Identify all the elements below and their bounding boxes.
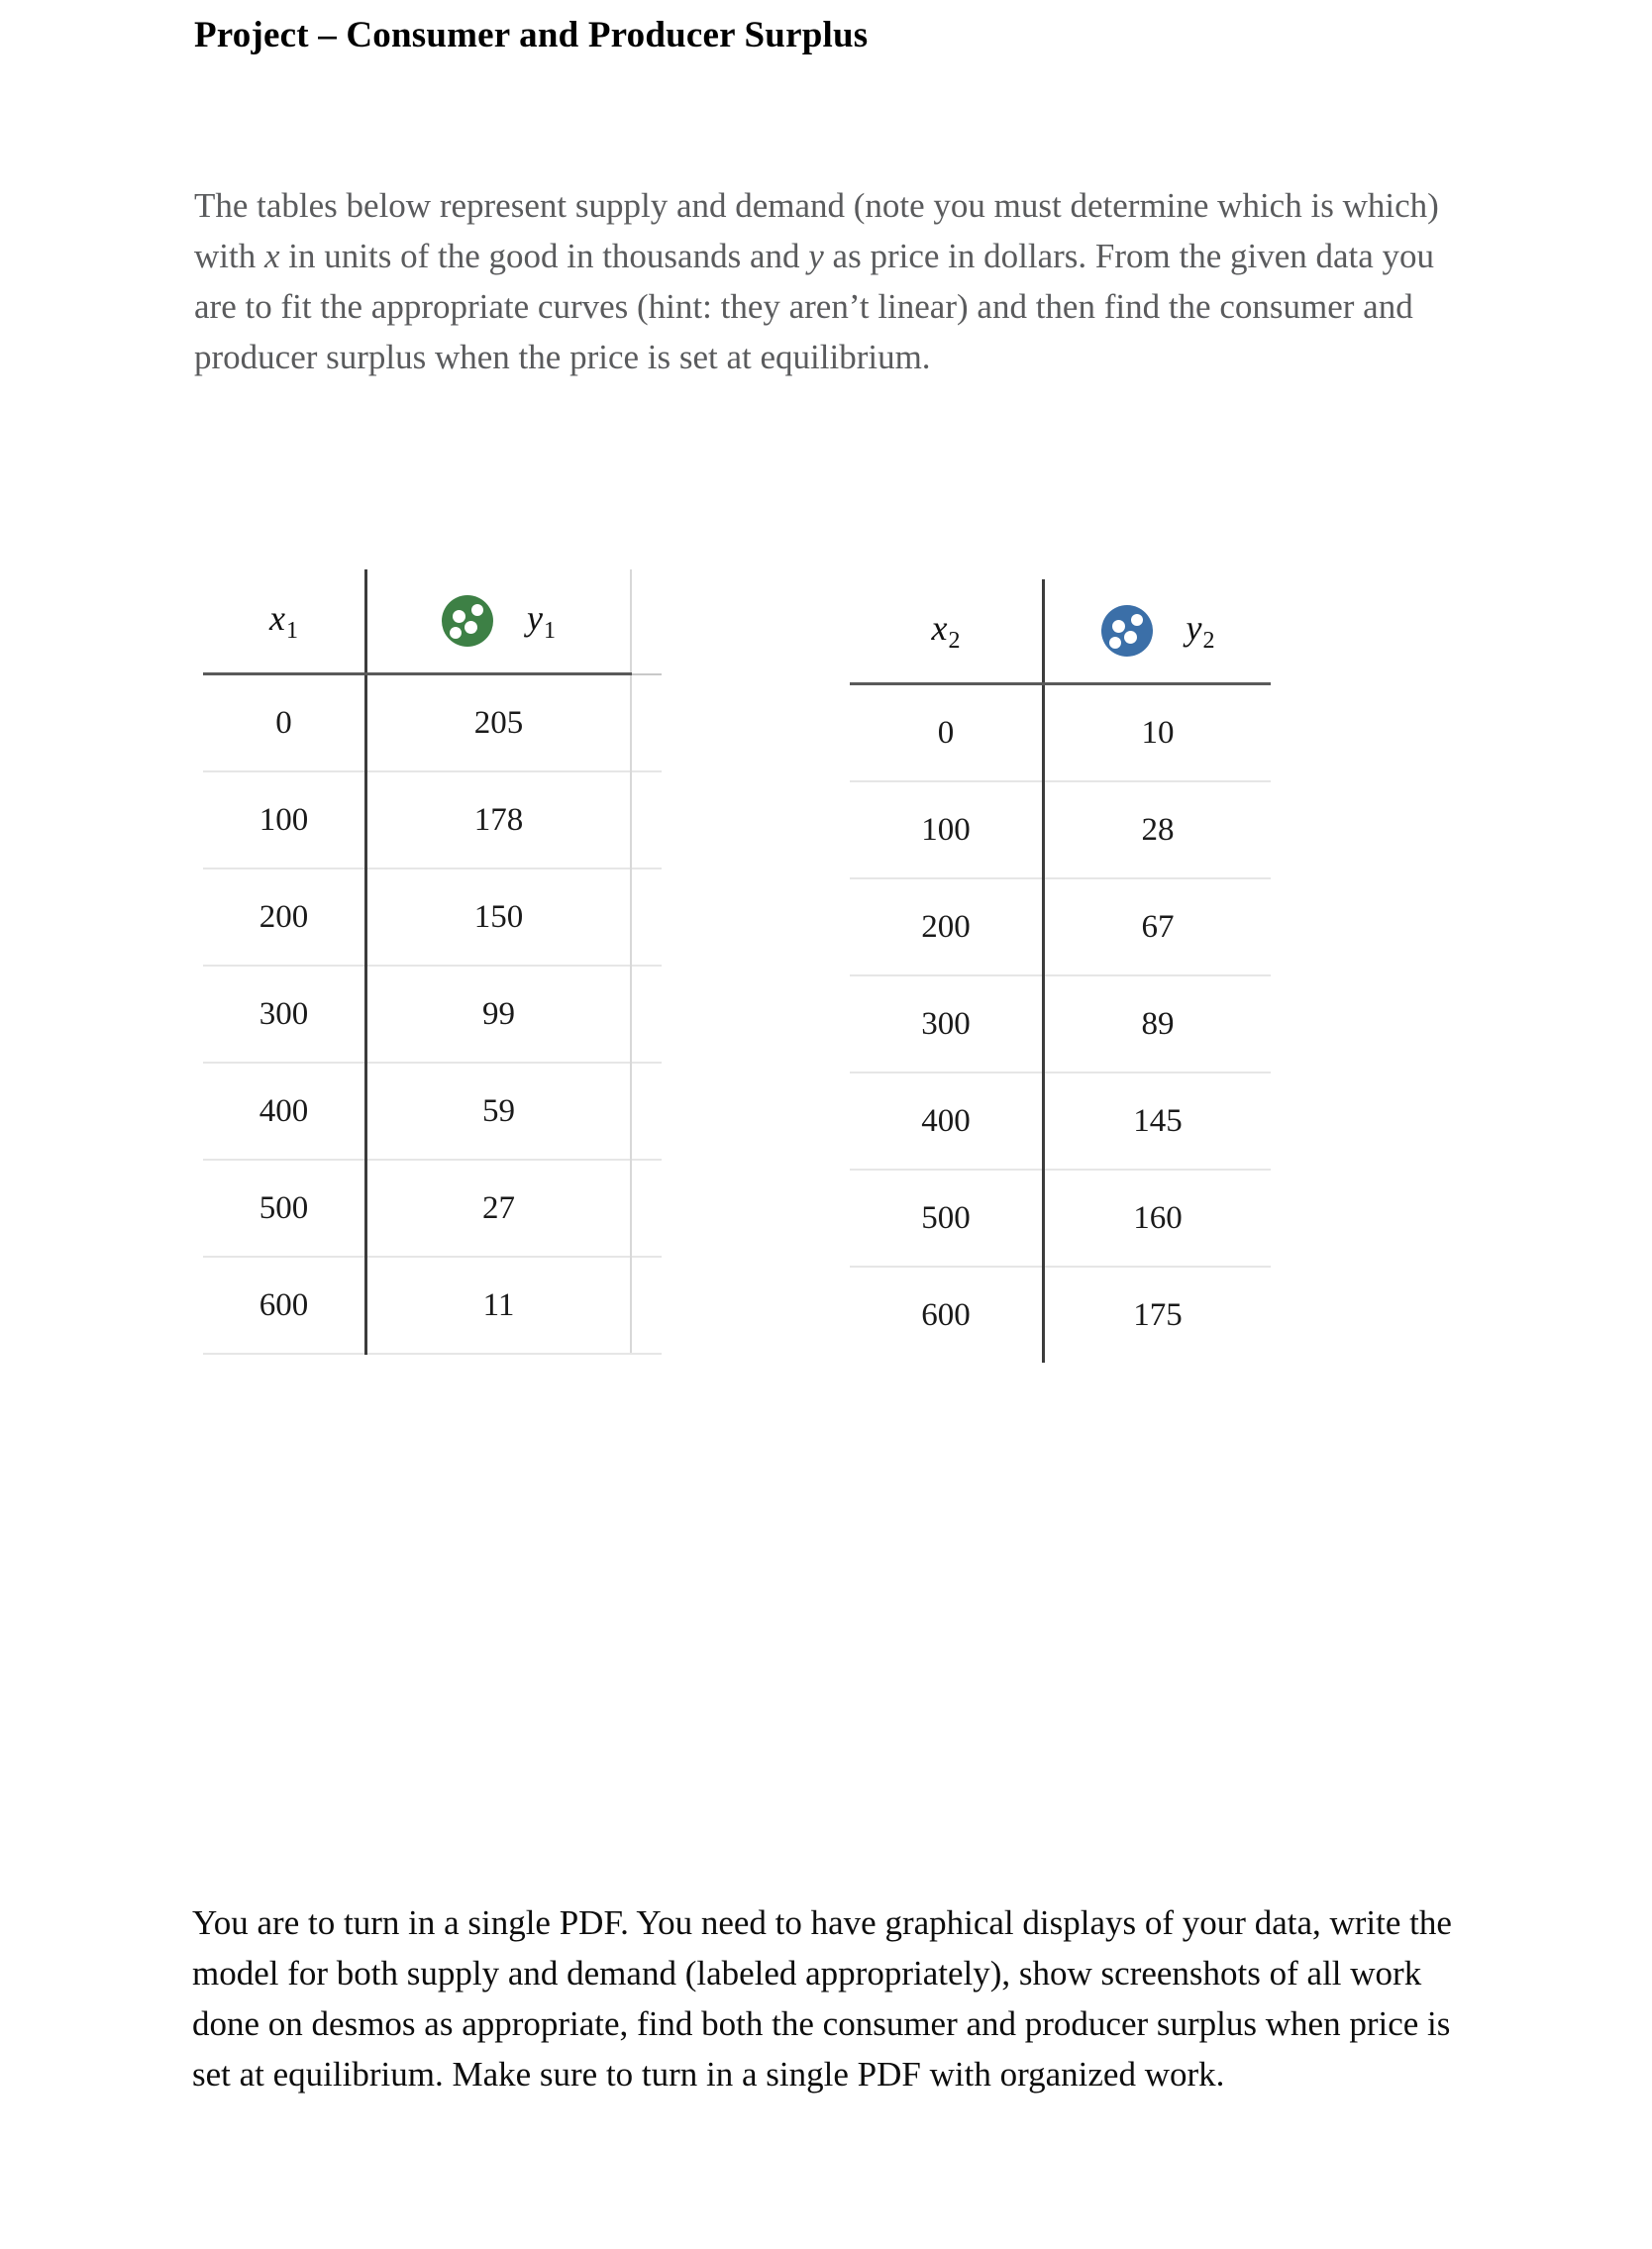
table-one-cell-y: 150 — [364, 868, 631, 966]
table-two-cell-y: 28 — [1042, 780, 1271, 878]
table-one-cell-x: 200 — [203, 868, 366, 966]
icon-dot-3 — [1123, 631, 1137, 644]
table-two-cell-y: 10 — [1042, 683, 1271, 781]
icon-dot-2 — [471, 604, 483, 616]
intro-text-part-1: The tables below represent supply and de… — [194, 186, 1439, 275]
table-one-y-label: y1 — [527, 597, 556, 644]
table-row: 0 205 — [203, 673, 662, 771]
table-one-cell-x: 300 — [203, 965, 366, 1063]
table-two-y-letter: y — [1186, 608, 1202, 649]
table-two-cell-y: 89 — [1042, 974, 1271, 1073]
blue-point-style-icon[interactable] — [1100, 605, 1153, 657]
table-two-cell-y: 145 — [1042, 1072, 1271, 1170]
table-row: 300 89 — [850, 974, 1271, 1073]
tables-container: x1 y1 0 205 — [0, 569, 1652, 1391]
table-two-cell-y: 160 — [1042, 1169, 1271, 1267]
table-row: 500 27 — [203, 1159, 662, 1257]
table-row: 600 175 — [850, 1266, 1271, 1363]
table-one-cell-x: 400 — [203, 1062, 366, 1160]
table-two-cell-x: 300 — [850, 974, 1044, 1073]
icon-dot-2 — [1130, 614, 1143, 626]
closing-paragraph: You are to turn in a single PDF. You nee… — [192, 1903, 1452, 2094]
table-one-cell-extra — [630, 868, 662, 966]
table-one-cell-extra — [630, 1159, 662, 1257]
table-two-y-subscript: 2 — [1202, 627, 1215, 654]
table-one-cell-x: 0 — [275, 704, 292, 741]
table-one-cell-x: 100 — [203, 770, 366, 869]
table-one-cell-y: 59 — [364, 1062, 631, 1160]
table-two-header-x: x2 — [850, 579, 1044, 685]
table-one-cell-y: 205 — [364, 673, 631, 771]
table-one-header-extra — [630, 569, 662, 675]
table-row: 500 160 — [850, 1169, 1271, 1267]
table-one-y-subscript: 1 — [543, 617, 556, 644]
table-two-x-subscript: 2 — [948, 627, 961, 654]
green-point-style-icon[interactable] — [442, 595, 493, 647]
table-row: 600 11 — [203, 1256, 662, 1355]
table-one-header-x: x1 — [203, 569, 366, 675]
table-one-x-label: x1 — [269, 597, 298, 644]
table-one-cell-y: 99 — [364, 965, 631, 1063]
table-one-cell-extra — [630, 1256, 662, 1355]
data-table-one: x1 y1 0 205 — [203, 569, 662, 1355]
table-row: 300 99 — [203, 965, 662, 1063]
icon-dot-1 — [453, 610, 465, 623]
table-one-cell-y: 11 — [364, 1256, 631, 1355]
table-one-cell-y: 27 — [364, 1159, 631, 1257]
table-two-cell-x: 400 — [850, 1072, 1044, 1170]
table-two-cell-y: 67 — [1042, 877, 1271, 975]
table-one-cell-y: 178 — [364, 770, 631, 869]
icon-dot-3 — [465, 621, 477, 634]
table-row: 200 150 — [203, 868, 662, 966]
intro-paragraph: The tables below represent supply and de… — [194, 180, 1450, 382]
table-row: 100 178 — [203, 770, 662, 869]
intro-text-part-3: as price in dollars. From the given data… — [194, 237, 1435, 376]
table-one-x-subscript: 1 — [285, 617, 298, 644]
table-row: 400 145 — [850, 1072, 1271, 1170]
table-two-y-label: y2 — [1187, 607, 1215, 654]
table-row: 0 10 — [850, 683, 1271, 781]
table-one-header-row: x1 y1 — [203, 569, 662, 675]
icon-dot-1 — [1111, 620, 1125, 633]
table-row: 400 59 — [203, 1062, 662, 1160]
table-two-header-row: x2 y2 — [850, 579, 1271, 685]
table-two-cell-x: 600 — [850, 1266, 1044, 1363]
table-one-header-y: y1 — [364, 569, 631, 675]
table-two-cell-x: 100 — [850, 780, 1044, 878]
table-two-cell-x: 0 — [937, 714, 955, 751]
icon-dot-4 — [450, 627, 462, 639]
table-two-cell-x: 200 — [850, 877, 1044, 975]
table-one-cell-extra — [630, 965, 662, 1063]
variable-y-inline: y — [808, 237, 824, 275]
table-one-cell-extra — [630, 1062, 662, 1160]
page-title: Project – Consumer and Producer Surplus — [194, 15, 869, 55]
table-row: 100 28 — [850, 780, 1271, 878]
table-one-cell-x: 600 — [203, 1256, 366, 1355]
table-row: 200 67 — [850, 877, 1271, 975]
table-one-cell-extra — [630, 770, 662, 869]
table-one-x-letter: x — [269, 598, 285, 639]
table-one-y-letter: y — [527, 598, 543, 639]
table-two-x-letter: x — [931, 608, 948, 649]
table-one-cell-x: 500 — [203, 1159, 366, 1257]
table-one-cell-extra — [630, 673, 662, 771]
intro-text-part-2: in units of the good in thousands and — [279, 237, 809, 275]
table-two-cell-y: 175 — [1042, 1266, 1271, 1363]
variable-x-inline: x — [263, 237, 280, 275]
data-table-two: x2 y2 0 10 — [850, 579, 1271, 1363]
table-two-header-y: y2 — [1042, 579, 1271, 685]
table-two-cell-x: 500 — [850, 1169, 1044, 1267]
table-two-x-label: x2 — [932, 607, 961, 654]
icon-dot-4 — [1108, 637, 1121, 649]
